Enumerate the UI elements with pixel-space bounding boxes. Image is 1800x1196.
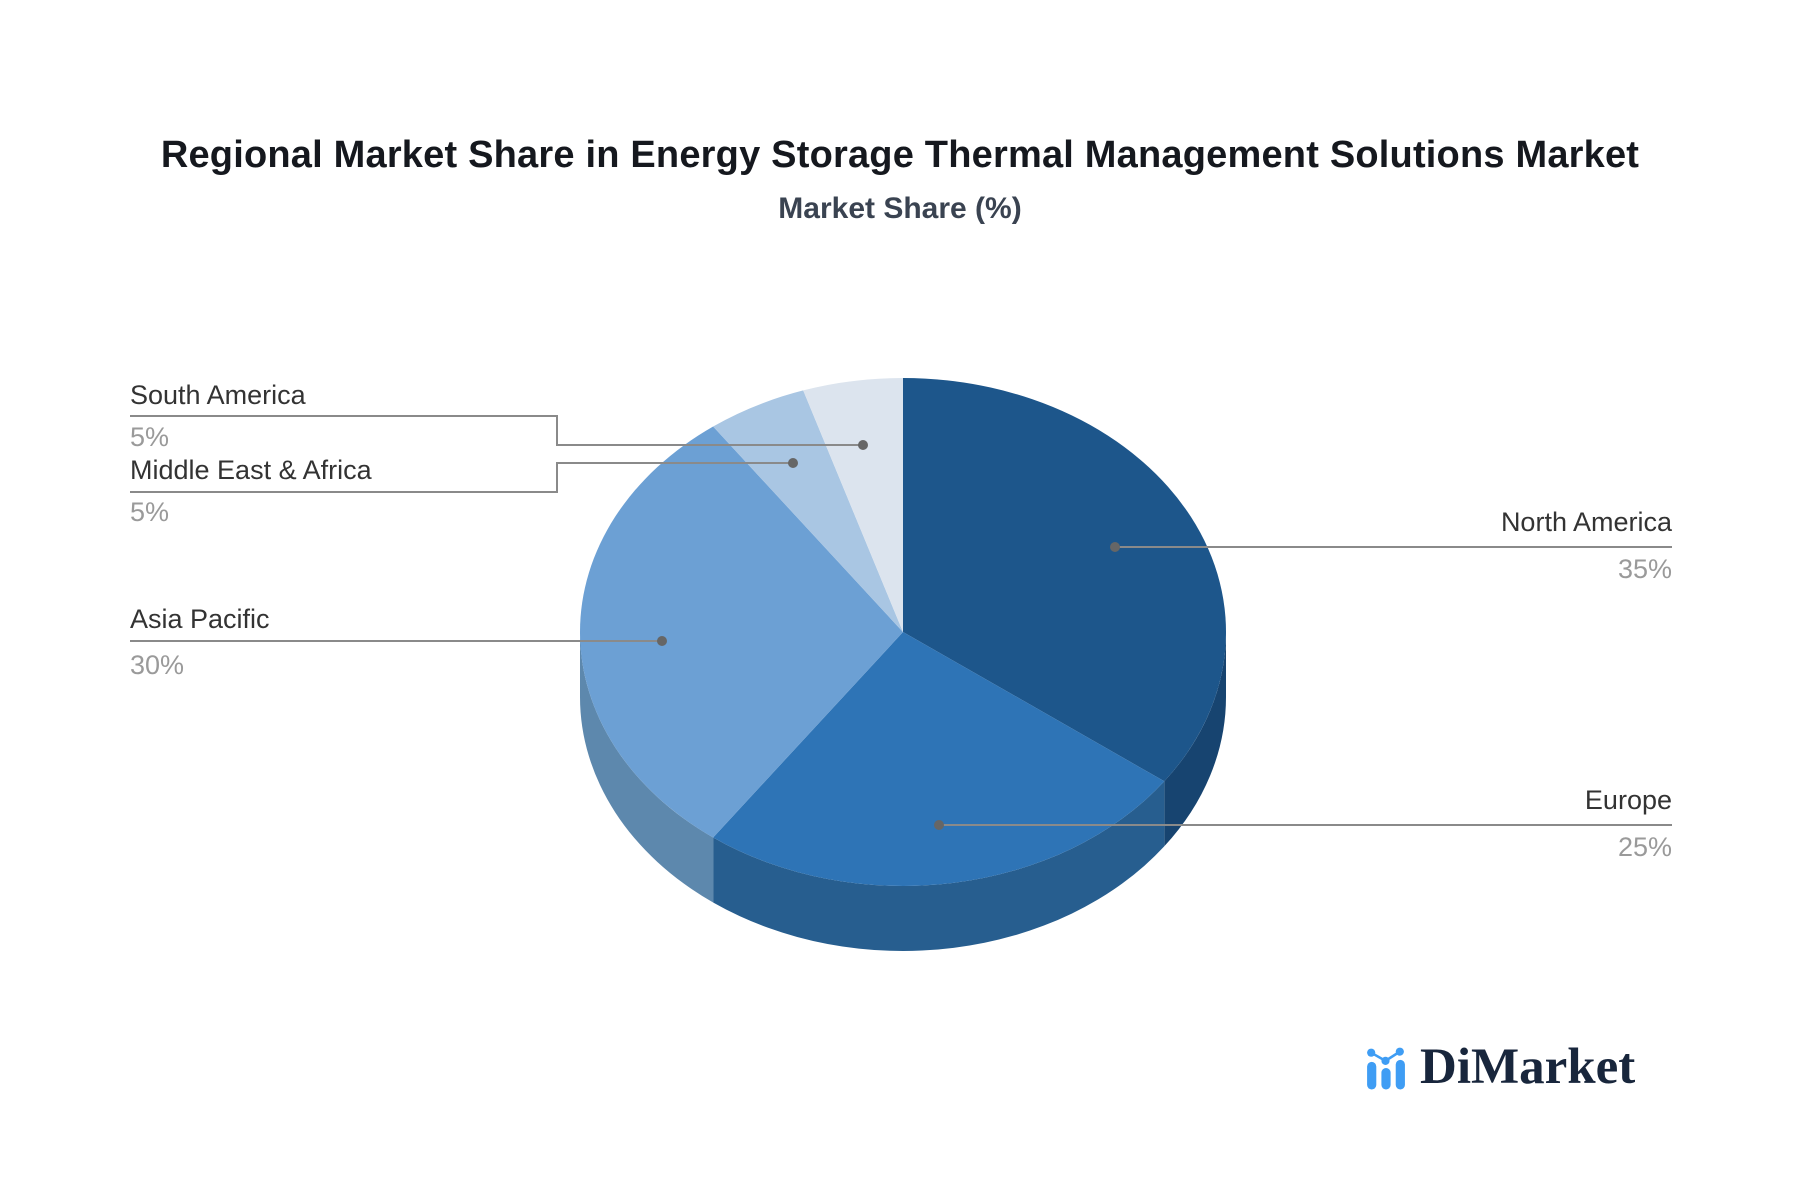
pie-side-europe bbox=[713, 781, 1165, 951]
value-middle-east-africa: 5% bbox=[130, 497, 170, 527]
leader-line-middle-east-africa bbox=[130, 462, 793, 493]
brand-logo: DiMarket bbox=[1363, 1042, 1635, 1093]
label-north-america: North America bbox=[1500, 507, 1672, 537]
chart-subtitle: Market Share (%) bbox=[778, 192, 1022, 225]
value-asia-pacific: 30% bbox=[130, 650, 185, 680]
pie-slice-north-america bbox=[903, 378, 1226, 782]
value-south-america: 5% bbox=[130, 422, 170, 452]
label-middle-east-africa: Middle East & Africa bbox=[130, 455, 372, 485]
pie-slice-south-america bbox=[803, 378, 903, 632]
chart-title: Regional Market Share in Energy Storage … bbox=[160, 134, 1640, 176]
leader-dot-middle-east-africa bbox=[788, 458, 798, 468]
label-europe: Europe bbox=[1584, 785, 1672, 815]
pie-side-asia-pacific bbox=[580, 632, 714, 903]
leader-dot-asia-pacific bbox=[657, 636, 667, 646]
leader-dot-europe bbox=[934, 820, 944, 830]
leader-dot-north-america bbox=[1110, 542, 1120, 552]
label-asia-pacific: Asia Pacific bbox=[130, 604, 270, 634]
value-north-america: 35% bbox=[1617, 554, 1672, 584]
leader-dot-south-america bbox=[858, 440, 868, 450]
pie-slice-europe bbox=[713, 632, 1165, 886]
pie-side-north-america bbox=[1164, 632, 1226, 847]
value-europe: 25% bbox=[1617, 832, 1672, 862]
leader-line-south-america bbox=[130, 415, 863, 446]
pie-slice-middle-east-africa bbox=[713, 390, 903, 632]
brand-logo-text: DiMarket bbox=[1420, 1039, 1636, 1095]
label-south-america: South America bbox=[130, 380, 306, 410]
pie-slice-asia-pacific bbox=[580, 426, 903, 838]
bar-line-chart-icon bbox=[1367, 1047, 1405, 1090]
